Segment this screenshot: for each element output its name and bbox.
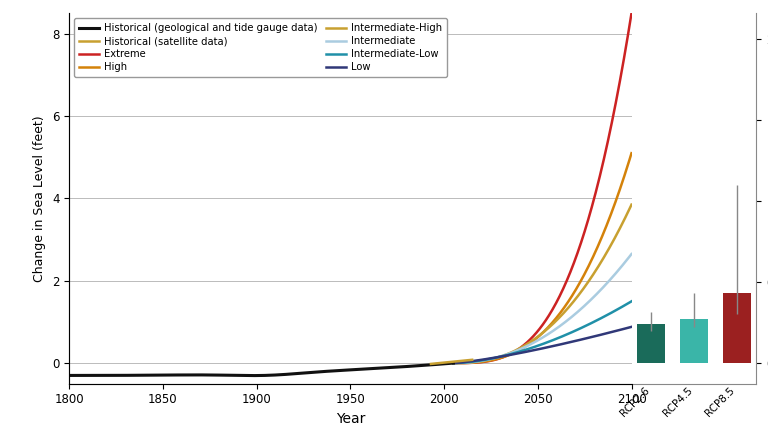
Bar <box>680 318 708 363</box>
X-axis label: Year: Year <box>336 412 365 426</box>
Y-axis label: Change in Sea Level (feet): Change in Sea Level (feet) <box>33 115 46 282</box>
Bar <box>637 324 665 363</box>
Legend: Historical (geological and tide gauge data), Historical (satellite data), Extrem: Historical (geological and tide gauge da… <box>74 18 447 77</box>
Bar <box>723 293 751 363</box>
